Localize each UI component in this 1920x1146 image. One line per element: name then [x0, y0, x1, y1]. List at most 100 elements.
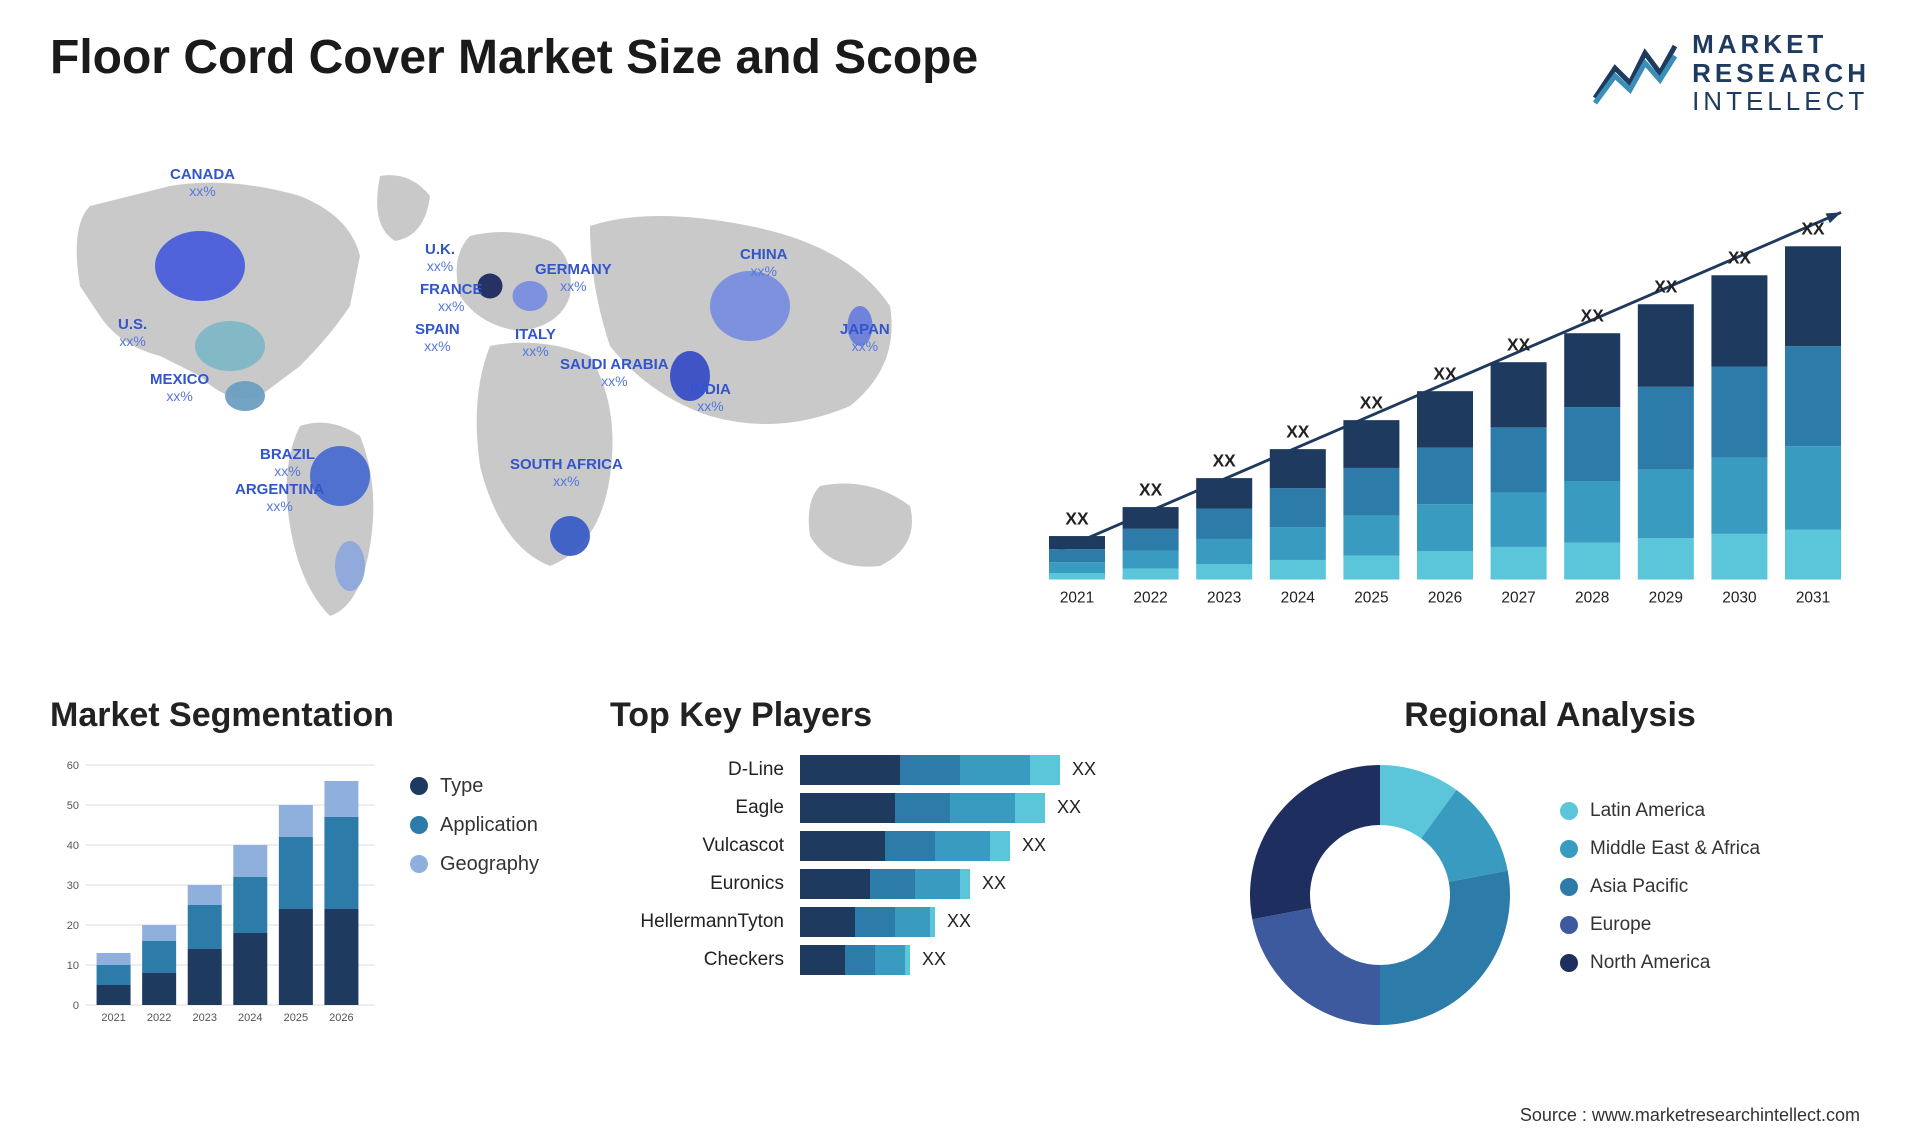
- legend-label: Geography: [440, 853, 539, 876]
- player-bar-seg: [895, 907, 930, 937]
- player-bar-seg: [960, 869, 970, 899]
- legend-dot-icon: [410, 777, 428, 795]
- player-bar-seg: [935, 831, 990, 861]
- players-panel: Top Key Players D-LineXXEagleXXVulcascot…: [610, 696, 1190, 1035]
- regional-title: Regional Analysis: [1230, 696, 1870, 735]
- player-bar: [800, 831, 1010, 861]
- svg-text:2021: 2021: [101, 1012, 125, 1024]
- svg-text:50: 50: [67, 800, 79, 812]
- svg-text:XX: XX: [1728, 247, 1752, 267]
- legend-label: Middle East & Africa: [1590, 838, 1760, 860]
- svg-text:2024: 2024: [238, 1012, 262, 1024]
- player-bar: [800, 945, 910, 975]
- map-label-germany: GERMANYxx%: [535, 261, 612, 296]
- svg-text:2031: 2031: [1796, 589, 1830, 606]
- region-legend-latin-america: Latin America: [1560, 800, 1870, 822]
- segmentation-panel: Market Segmentation 01020304050602021202…: [50, 696, 570, 1035]
- map-label-south-africa: SOUTH AFRICAxx%: [510, 456, 623, 491]
- player-bar-seg: [950, 793, 1015, 823]
- player-value: XX: [922, 949, 946, 970]
- map-label-canada: CANADAxx%: [170, 166, 235, 201]
- svg-text:2025: 2025: [1354, 589, 1388, 606]
- player-name: Checkers: [610, 949, 800, 971]
- legend-dot-icon: [410, 816, 428, 834]
- map-label-italy: ITALYxx%: [515, 326, 556, 361]
- player-value: XX: [1057, 797, 1081, 818]
- region-legend-europe: Europe: [1560, 914, 1870, 936]
- regional-legend: Latin AmericaMiddle East & AfricaAsia Pa…: [1560, 800, 1870, 990]
- player-bar: [800, 793, 1045, 823]
- player-bar: [800, 755, 1060, 785]
- logo-line2: RESEARCH: [1692, 59, 1870, 88]
- player-name: Euronics: [610, 873, 800, 895]
- svg-text:XX: XX: [1433, 363, 1457, 383]
- svg-text:XX: XX: [1139, 479, 1163, 499]
- players-title: Top Key Players: [610, 696, 1190, 735]
- player-value: XX: [1022, 835, 1046, 856]
- player-bar-seg: [895, 793, 950, 823]
- player-bar-seg: [1030, 755, 1060, 785]
- player-bar-seg: [870, 869, 915, 899]
- player-bar-seg: [905, 945, 910, 975]
- player-bar-seg: [800, 907, 855, 937]
- seg-legend-application: Application: [410, 814, 570, 837]
- logo-line3: INTELLECT: [1692, 87, 1870, 116]
- player-value: XX: [947, 911, 971, 932]
- svg-text:2029: 2029: [1649, 589, 1683, 606]
- player-name: HellermannTyton: [610, 911, 800, 933]
- player-row-hellermanntyton: HellermannTyton XX: [610, 907, 1190, 937]
- map-label-japan: JAPANxx%: [840, 321, 890, 356]
- legend-dot-icon: [410, 855, 428, 873]
- regional-panel: Regional Analysis Latin America Middle Ea…: [1230, 696, 1870, 1035]
- brand-logo: MARKET RESEARCH INTELLECT: [1590, 30, 1870, 116]
- legend-dot-icon: [1560, 840, 1578, 858]
- page-title: Floor Cord Cover Market Size and Scope: [50, 30, 978, 85]
- player-bar-seg: [930, 907, 935, 937]
- svg-text:XX: XX: [1581, 305, 1605, 325]
- map-label-spain: SPAINxx%: [415, 321, 460, 356]
- player-row-eagle: Eagle XX: [610, 793, 1190, 823]
- map-label-argentina: ARGENTINAxx%: [235, 481, 324, 516]
- player-bar-seg: [845, 945, 875, 975]
- map-label-saudi-arabia: SAUDI ARABIAxx%: [560, 356, 669, 391]
- player-row-vulcascot: VulcascotXX: [610, 831, 1190, 861]
- map-label-u-s-: U.S.xx%: [118, 316, 147, 351]
- regional-donut-chart: [1230, 755, 1530, 1035]
- map-label-u-k-: U.K.xx%: [425, 241, 455, 276]
- svg-text:0: 0: [73, 1000, 79, 1012]
- growth-bar-chart: XX2021XX2022XX2023XX2024XX2025XX2026XX20…: [1020, 146, 1870, 646]
- svg-text:2022: 2022: [1133, 589, 1167, 606]
- player-row-euronics: Euronics XX: [610, 869, 1190, 899]
- player-row-d-line: D-Line XX: [610, 755, 1190, 785]
- player-bar-seg: [875, 945, 905, 975]
- logo-icon: [1590, 38, 1680, 108]
- svg-text:XX: XX: [1065, 508, 1089, 528]
- map-label-france: FRANCExx%: [420, 281, 483, 316]
- region-legend-north-america: North America: [1560, 952, 1870, 974]
- player-name: Eagle: [610, 797, 800, 819]
- player-bar-seg: [990, 831, 1010, 861]
- player-name: D-Line: [610, 759, 800, 781]
- svg-text:XX: XX: [1286, 421, 1310, 441]
- legend-label: Latin America: [1590, 800, 1705, 822]
- svg-text:XX: XX: [1360, 392, 1384, 412]
- segmentation-title: Market Segmentation: [50, 696, 570, 735]
- segmentation-legend: TypeApplicationGeography: [410, 755, 570, 1035]
- svg-text:2026: 2026: [1428, 589, 1462, 606]
- player-bar-seg: [800, 755, 900, 785]
- player-value: XX: [982, 873, 1006, 894]
- svg-text:XX: XX: [1801, 218, 1825, 238]
- player-bar-seg: [800, 831, 885, 861]
- svg-text:2026: 2026: [329, 1012, 353, 1024]
- region-legend-middle-east-africa: Middle East & Africa: [1560, 838, 1870, 860]
- player-bar-seg: [800, 869, 870, 899]
- svg-text:XX: XX: [1507, 334, 1531, 354]
- player-bar-seg: [885, 831, 935, 861]
- legend-dot-icon: [1560, 878, 1578, 896]
- player-bar-seg: [800, 793, 895, 823]
- player-bar-seg: [915, 869, 960, 899]
- svg-text:XX: XX: [1213, 450, 1237, 470]
- svg-text:60: 60: [67, 760, 79, 772]
- player-value: XX: [1072, 759, 1096, 780]
- segmentation-bar-chart: 0102030405060202120222023202420252026: [50, 755, 380, 1035]
